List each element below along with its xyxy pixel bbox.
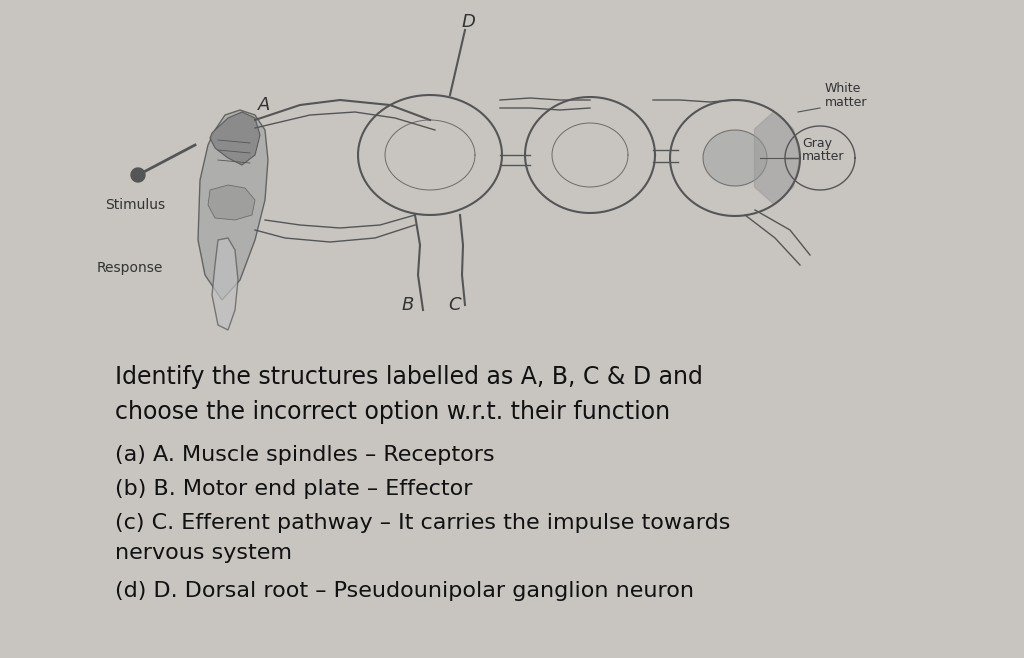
Text: C: C <box>449 296 462 314</box>
Polygon shape <box>755 112 800 205</box>
Text: (a) A. Muscle spindles – Receptors: (a) A. Muscle spindles – Receptors <box>115 445 495 465</box>
Text: (b) B. Motor end plate – Effector: (b) B. Motor end plate – Effector <box>115 479 472 499</box>
Polygon shape <box>210 112 260 165</box>
Text: (d) D. Dorsal root – Pseudounipolar ganglion neuron: (d) D. Dorsal root – Pseudounipolar gang… <box>115 581 694 601</box>
Text: D: D <box>461 13 475 31</box>
Text: Response: Response <box>97 261 163 275</box>
Text: (c) C. Efferent pathway – It carries the impulse towards: (c) C. Efferent pathway – It carries the… <box>115 513 730 533</box>
Text: Gray
matter: Gray matter <box>802 136 845 163</box>
Polygon shape <box>131 168 145 182</box>
Text: nervous system: nervous system <box>115 543 292 563</box>
Polygon shape <box>703 130 767 186</box>
Polygon shape <box>208 185 255 220</box>
Text: choose the incorrect option w.r.t. their function: choose the incorrect option w.r.t. their… <box>115 400 670 424</box>
Text: Stimulus: Stimulus <box>104 198 165 212</box>
Text: B: B <box>401 296 414 314</box>
Polygon shape <box>212 238 238 330</box>
Polygon shape <box>198 110 268 300</box>
Text: White
matter: White matter <box>825 82 867 109</box>
Text: A: A <box>258 96 270 114</box>
Text: Identify the structures labelled as A, B, C & D and: Identify the structures labelled as A, B… <box>115 365 702 389</box>
